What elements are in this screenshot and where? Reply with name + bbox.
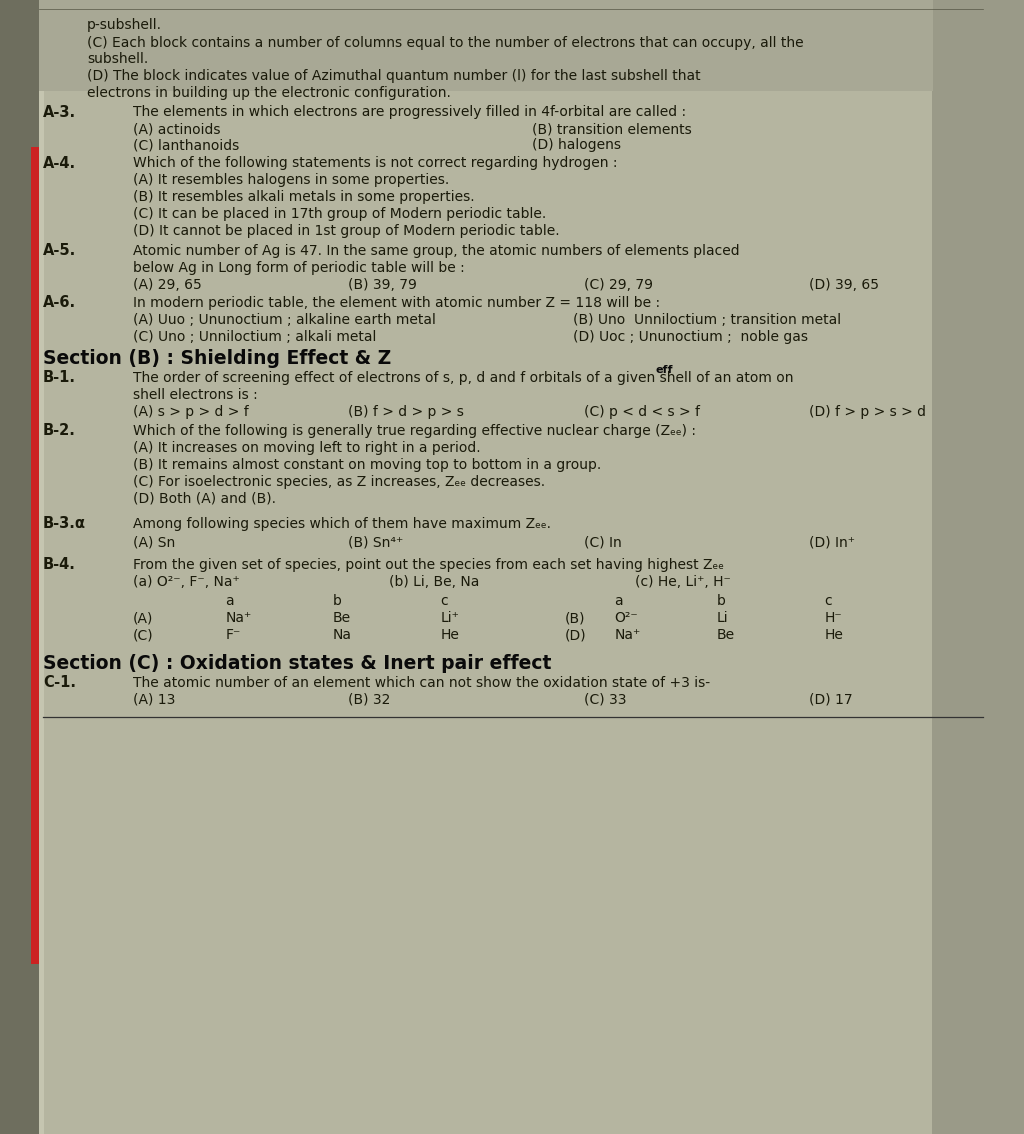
Text: b: b [333,594,342,608]
Text: (B) 39, 79: (B) 39, 79 [348,278,417,291]
Text: A-6.: A-6. [43,295,76,311]
Text: (C) For isoelectronic species, as Z increases, Zₑₑ decreases.: (C) For isoelectronic species, as Z incr… [133,475,545,489]
Text: B-2.: B-2. [43,423,76,439]
Text: (D) halogens: (D) halogens [532,138,622,152]
Text: (B) It remains almost constant on moving top to bottom in a group.: (B) It remains almost constant on moving… [133,458,601,472]
Text: The elements in which electrons are progressively filled in 4f-orbital are calle: The elements in which electrons are prog… [133,105,686,119]
Text: H⁻: H⁻ [824,611,842,625]
Text: A-5.: A-5. [43,243,76,259]
Text: b: b [717,594,726,608]
Text: Li: Li [717,611,728,625]
Text: Section (C) : Oxidation states & Inert pair effect: Section (C) : Oxidation states & Inert p… [43,654,551,672]
Text: Which of the following is generally true regarding effective nuclear charge (Zₑₑ: Which of the following is generally true… [133,424,696,438]
Text: (C) In: (C) In [584,535,622,549]
Text: Atomic number of Ag is 47. In the same group, the atomic numbers of elements pla: Atomic number of Ag is 47. In the same g… [133,244,739,257]
Text: The order of screening effect of electrons of s, p, d and f orbitals of a given : The order of screening effect of electro… [133,371,794,384]
Text: a: a [614,594,623,608]
Text: (C) Uno ; Unniloctium ; alkali metal: (C) Uno ; Unniloctium ; alkali metal [133,330,377,344]
Text: (A) 13: (A) 13 [133,693,175,706]
Text: A-4.: A-4. [43,155,76,171]
Text: (A) It resembles halogens in some properties.: (A) It resembles halogens in some proper… [133,174,450,187]
Text: (D) The block indicates value of Azimuthal quantum number (l) for the last subsh: (D) The block indicates value of Azimuth… [87,69,700,83]
Text: (A) Uuo ; Ununoctium ; alkaline earth metal: (A) Uuo ; Ununoctium ; alkaline earth me… [133,313,436,327]
Bar [932,0,1024,1134]
Text: (C) p < d < s > f: (C) p < d < s > f [584,405,699,418]
Text: (C) 29, 79: (C) 29, 79 [584,278,652,291]
Text: Be: Be [333,611,351,625]
Text: (A) Sn: (A) Sn [133,535,175,549]
Text: (B) 32: (B) 32 [348,693,390,706]
Text: (A) 29, 65: (A) 29, 65 [133,278,202,291]
Text: From the given set of species, point out the species from each set having highes: From the given set of species, point out… [133,558,724,572]
Text: Na⁺: Na⁺ [614,628,641,642]
Text: c: c [824,594,831,608]
Text: (D) In⁺: (D) In⁺ [809,535,855,549]
Text: B-4.: B-4. [43,557,76,573]
Text: (B) Sn⁴⁺: (B) Sn⁴⁺ [348,535,403,549]
Text: Among following species which of them have maximum Zₑₑ.: Among following species which of them ha… [133,517,551,531]
Text: (B) f > d > p > s: (B) f > d > p > s [348,405,464,418]
Text: (D) Uoc ; Ununoctium ;  noble gas: (D) Uoc ; Ununoctium ; noble gas [573,330,808,344]
Text: (A) actinoids: (A) actinoids [133,122,220,136]
Text: Which of the following statements is not correct regarding hydrogen :: Which of the following statements is not… [133,156,617,170]
Text: (A) It increases on moving left to right in a period.: (A) It increases on moving left to right… [133,441,480,455]
Text: Be: Be [717,628,735,642]
Bar [39,0,933,91]
Bar [31,147,41,964]
Text: Li⁺: Li⁺ [440,611,459,625]
Text: F⁻: F⁻ [225,628,241,642]
Text: (C) It can be placed in 17th group of Modern periodic table.: (C) It can be placed in 17th group of Mo… [133,208,547,221]
Text: (D): (D) [565,628,587,642]
Text: C-1.: C-1. [43,675,76,691]
Text: (B) Uno  Unniloctium ; transition metal: (B) Uno Unniloctium ; transition metal [573,313,842,327]
Text: electrons in building up the electronic configuration.: electrons in building up the electronic … [87,86,451,100]
Text: shell electrons is :: shell electrons is : [133,388,258,401]
Text: (c) He, Li⁺, H⁻: (c) He, Li⁺, H⁻ [635,575,731,589]
Text: eff: eff [655,365,673,374]
Text: (D) 39, 65: (D) 39, 65 [809,278,879,291]
Text: (D) f > p > s > d: (D) f > p > s > d [809,405,926,418]
Bar [39,0,44,1134]
Text: subshell.: subshell. [87,52,148,66]
Text: B-3.α: B-3.α [43,516,86,532]
Text: a: a [225,594,233,608]
Text: (B): (B) [565,611,586,625]
Text: (a) O²⁻, F⁻, Na⁺: (a) O²⁻, F⁻, Na⁺ [133,575,240,589]
Text: (B) transition elements: (B) transition elements [532,122,692,136]
Text: below Ag in Long form of periodic table will be :: below Ag in Long form of periodic table … [133,261,465,274]
Text: B-1.: B-1. [43,370,76,386]
Text: The atomic number of an element which can not show the oxidation state of +3 is-: The atomic number of an element which ca… [133,676,711,689]
Text: A-3.: A-3. [43,104,76,120]
Text: He: He [440,628,459,642]
Text: (C) Each block contains a number of columns equal to the number of electrons tha: (C) Each block contains a number of colu… [87,36,804,50]
Text: O²⁻: O²⁻ [614,611,638,625]
Text: He: He [824,628,843,642]
Bar [0,0,39,1134]
Text: (B) It resembles alkali metals in some properties.: (B) It resembles alkali metals in some p… [133,191,475,204]
Text: (C) 33: (C) 33 [584,693,627,706]
Text: In modern periodic table, the element with atomic number Z = 118 will be :: In modern periodic table, the element wi… [133,296,660,310]
Text: Na: Na [333,628,352,642]
Text: p-subshell.: p-subshell. [87,18,162,32]
Text: (D) Both (A) and (B).: (D) Both (A) and (B). [133,492,276,506]
Text: (D) 17: (D) 17 [809,693,853,706]
Text: Section (B) : Shielding Effect & Z: Section (B) : Shielding Effect & Z [43,349,391,367]
Text: c: c [440,594,447,608]
Text: (C): (C) [133,628,154,642]
Text: (b) Li, Be, Na: (b) Li, Be, Na [389,575,479,589]
Text: (C) lanthanoids: (C) lanthanoids [133,138,240,152]
Text: (A): (A) [133,611,154,625]
Text: (D) It cannot be placed in 1st group of Modern periodic table.: (D) It cannot be placed in 1st group of … [133,225,560,238]
Text: (A) s > p > d > f: (A) s > p > d > f [133,405,249,418]
Text: Na⁺: Na⁺ [225,611,252,625]
